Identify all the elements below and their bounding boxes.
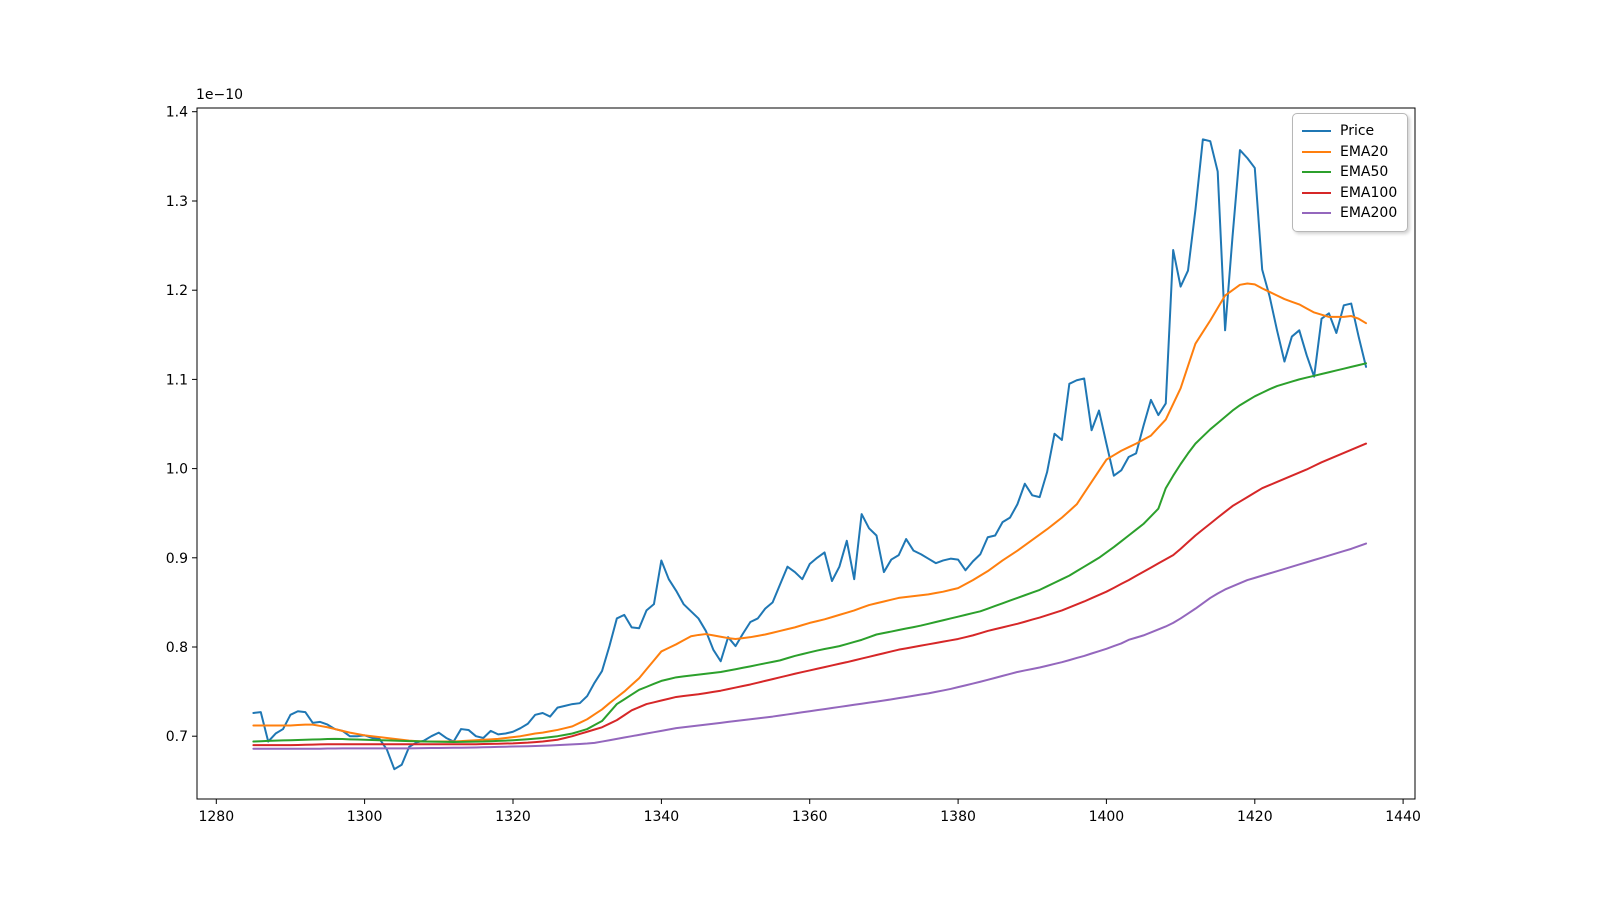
y-tick-label: 0.9: [166, 551, 188, 567]
legend-line-sample: [1302, 212, 1331, 215]
legend-line-sample: [1302, 130, 1331, 133]
legend-label: EMA100: [1340, 184, 1398, 201]
x-tick-label: 1380: [940, 809, 976, 825]
y-axis-offset-label: 1e−10: [196, 87, 244, 103]
legend-label: EMA200: [1340, 205, 1398, 222]
y-tick-label: 1.2: [166, 283, 188, 299]
legend-item-price: Price: [1302, 121, 1397, 142]
series-line-price: [252, 138, 1368, 771]
series-line-ema20: [252, 282, 1368, 743]
plot-lines: [252, 138, 1368, 771]
y-tick-label: 1.3: [166, 194, 188, 210]
legend-label: EMA20: [1340, 143, 1389, 160]
series-line-ema100: [252, 442, 1368, 747]
legend-line-sample: [1302, 191, 1331, 194]
y-tick-label: 0.7: [166, 729, 188, 745]
legend-item-ema200: EMA200: [1302, 203, 1397, 224]
x-tick-label: 1440: [1385, 809, 1421, 825]
series-line-ema50: [252, 362, 1368, 743]
y-tick-label: 1.0: [166, 462, 188, 478]
x-tick-label: 1300: [347, 809, 383, 825]
x-tick-label: 1340: [644, 809, 680, 825]
x-tick-label: 1400: [1089, 809, 1125, 825]
x-tick-label: 1280: [198, 809, 234, 825]
legend-line-sample: [1302, 150, 1331, 153]
x-axis: 1280 1300 1320 1340 1360 1380 1400 1420 1440: [198, 799, 1421, 825]
legend-label: EMA50: [1340, 164, 1389, 181]
series-line-ema200: [252, 542, 1368, 750]
legend-item-ema20: EMA20: [1302, 142, 1397, 163]
x-tick-label: 1420: [1237, 809, 1273, 825]
y-tick-label: 0.8: [166, 640, 188, 656]
x-tick-label: 1360: [792, 809, 828, 825]
y-tick-label: 1.4: [166, 105, 188, 121]
plot-frame: [196, 107, 1416, 800]
legend-label: Price: [1340, 123, 1375, 140]
legend-line-sample: [1302, 171, 1331, 174]
legend-item-ema50: EMA50: [1302, 162, 1397, 183]
x-tick-label: 1320: [495, 809, 531, 825]
legend: Price EMA20 EMA50 EMA100 EMA200: [1292, 113, 1409, 232]
y-tick-label: 1.1: [166, 372, 188, 388]
legend-item-ema100: EMA100: [1302, 183, 1397, 204]
y-axis: 0.7 0.8 0.9 1.0 1.1 1.2 1.3 1.4: [166, 105, 197, 745]
